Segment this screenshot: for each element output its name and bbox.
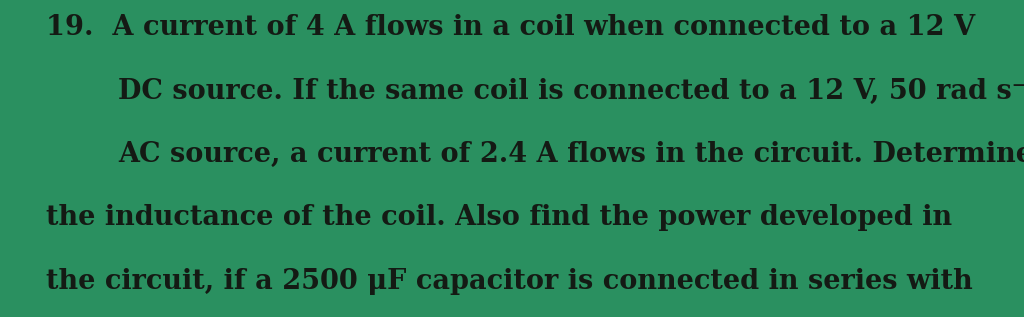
Text: the circuit, if a 2500 μF capacitor is connected in series with: the circuit, if a 2500 μF capacitor is c… xyxy=(46,268,973,295)
Text: AC source, a current of 2.4 A flows in the circuit. Determine: AC source, a current of 2.4 A flows in t… xyxy=(118,141,1024,168)
Text: the inductance of the coil. Also find the power developed in: the inductance of the coil. Also find th… xyxy=(46,204,952,231)
Text: DC source. If the same coil is connected to a 12 V, 50 rad s⁻¹: DC source. If the same coil is connected… xyxy=(118,78,1024,105)
Text: 19.  A current of 4 A flows in a coil when connected to a 12 V: 19. A current of 4 A flows in a coil whe… xyxy=(46,14,975,41)
